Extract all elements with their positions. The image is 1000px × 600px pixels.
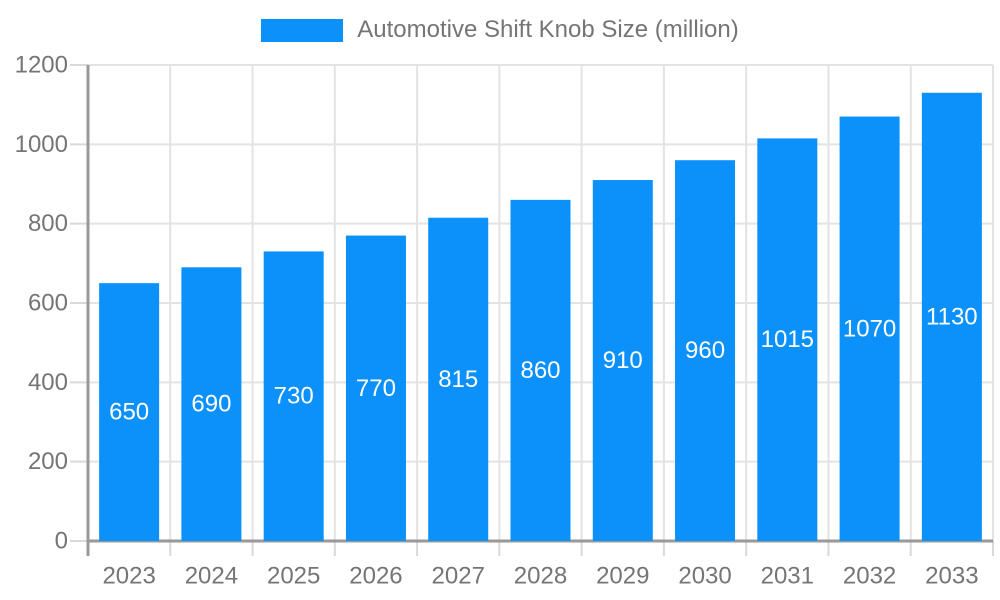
bar-value-label: 690 bbox=[191, 391, 231, 418]
y-axis-tick-label: 800 bbox=[28, 210, 68, 237]
legend[interactable]: Automotive Shift Knob Size (million) bbox=[0, 16, 1000, 44]
bar-value-label: 815 bbox=[438, 366, 478, 393]
x-axis-tick-label: 2032 bbox=[843, 563, 896, 590]
bar-2023[interactable] bbox=[99, 283, 160, 541]
y-axis-tick-label: 1000 bbox=[15, 131, 68, 158]
x-axis-tick-label: 2026 bbox=[349, 563, 402, 590]
bar-value-label: 770 bbox=[356, 375, 396, 402]
bar-2032[interactable] bbox=[839, 116, 900, 542]
bar-value-label: 730 bbox=[274, 383, 314, 410]
bar-value-label: 1130 bbox=[926, 303, 978, 330]
y-axis-tick-label: 200 bbox=[28, 448, 68, 475]
bar-value-label: 960 bbox=[685, 337, 725, 364]
bar-value-label: 1070 bbox=[843, 315, 896, 342]
x-axis-tick-label: 2031 bbox=[761, 563, 814, 590]
x-axis-tick-label: 2024 bbox=[185, 563, 238, 590]
bar-2029[interactable] bbox=[592, 180, 653, 542]
bar-2028[interactable] bbox=[510, 199, 571, 541]
bar-2027[interactable] bbox=[428, 217, 489, 541]
legend-swatch-icon[interactable] bbox=[261, 18, 344, 42]
x-axis-tick-label: 2029 bbox=[596, 563, 649, 590]
bar-2026[interactable] bbox=[345, 235, 406, 542]
legend-label[interactable]: Automotive Shift Knob Size (million) bbox=[357, 16, 739, 43]
x-axis-tick-label: 2025 bbox=[267, 563, 320, 590]
x-axis-tick-label: 2027 bbox=[432, 563, 485, 590]
bar-2030[interactable] bbox=[675, 160, 736, 541]
bar-value-label: 650 bbox=[109, 399, 149, 426]
y-axis-tick-label: 600 bbox=[28, 290, 68, 317]
bar-value-label: 1015 bbox=[761, 326, 814, 353]
bar-value-label: 910 bbox=[603, 347, 643, 374]
x-axis-tick-label: 2023 bbox=[102, 563, 155, 590]
bar-2024[interactable] bbox=[181, 267, 242, 541]
x-axis-tick-label: 2028 bbox=[514, 563, 567, 590]
x-axis-tick-label: 2033 bbox=[925, 563, 978, 590]
bar-2031[interactable] bbox=[757, 138, 818, 541]
y-axis-tick-label: 1200 bbox=[15, 52, 68, 79]
bar-2025[interactable] bbox=[263, 251, 324, 541]
bar-2033[interactable] bbox=[921, 92, 982, 542]
bar-value-label: 860 bbox=[520, 357, 560, 384]
x-axis-tick-label: 2030 bbox=[678, 563, 731, 590]
y-axis-tick-label: 0 bbox=[55, 528, 68, 555]
y-axis-tick-label: 400 bbox=[28, 369, 68, 396]
